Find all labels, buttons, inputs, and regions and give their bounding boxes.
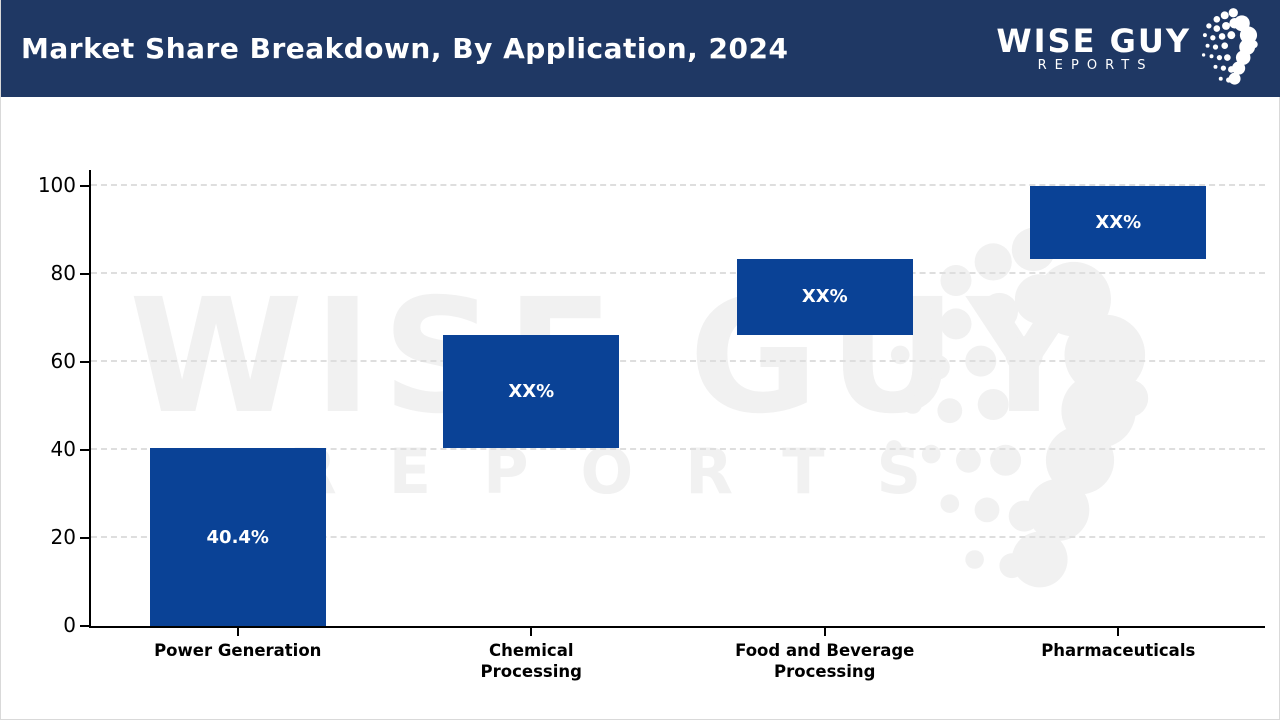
x-axis-label-line: Processing <box>774 662 876 681</box>
y-axis-tick-60 <box>80 360 89 363</box>
logo-face-icon <box>1201 7 1258 85</box>
bar-value-label-chemical-processing: XX% <box>508 380 555 402</box>
y-axis-label-80: 80 <box>50 260 76 285</box>
logo-text-wiseguy: WISE GUY <box>996 21 1191 60</box>
gridline-y20 <box>91 535 1265 538</box>
x-axis-label-line: Food and Beverage <box>735 641 915 660</box>
y-axis-label-60: 60 <box>50 348 76 373</box>
x-axis-tick-chemical-processing <box>530 628 533 636</box>
y-axis-tick-20 <box>80 536 89 539</box>
x-axis-label-pharmaceuticals: Pharmaceuticals <box>958 640 1278 661</box>
logo: WISE GUY REPORTS <box>996 6 1263 92</box>
page-title: Market Share Breakdown, By Application, … <box>21 32 789 65</box>
y-axis-label-0: 0 <box>63 613 76 637</box>
x-axis-tick-power-generation <box>236 628 239 636</box>
bar-value-label-pharmaceuticals: XX% <box>1095 211 1142 233</box>
gridline-y60 <box>91 359 1265 362</box>
bar-pharmaceuticals: XX% <box>1030 185 1207 259</box>
logo-wordmark: WISE GUY REPORTS <box>996 24 1191 74</box>
x-axis-label-line: Power Generation <box>154 641 322 660</box>
y-axis-label-20: 20 <box>50 524 76 549</box>
x-axis-tick-food-and-beverage-processing <box>823 628 826 636</box>
logo-text-reports: REPORTS <box>1037 57 1154 73</box>
gridline-y40 <box>91 447 1265 450</box>
gridline-y80 <box>91 271 1265 274</box>
bar-value-label-power-generation: 40.4% <box>206 526 269 548</box>
x-axis-tick-pharmaceuticals <box>1117 628 1120 636</box>
gridline-y100 <box>91 183 1265 186</box>
bar-power-generation: 40.4% <box>149 448 326 626</box>
x-axis-label-line: Chemical <box>489 641 574 660</box>
plot-area: 0 20 40 60 80 100 40.4% Power Generation XX% Chem… <box>38 170 1265 681</box>
y-axis-label-100: 100 <box>37 172 76 197</box>
x-axis-label-line: Processing <box>480 662 582 681</box>
y-axis-tick-100 <box>80 184 89 187</box>
y-axis-label-40: 40 <box>50 436 76 461</box>
x-axis-label-line: Pharmaceuticals <box>1041 641 1196 660</box>
y-axis-tick-0 <box>80 625 89 627</box>
x-axis-label-power-generation: Power Generation <box>78 640 398 661</box>
x-axis-label-chemical-processing: Chemical Processing <box>371 640 691 682</box>
header: Market Share Breakdown, By Application, … <box>1 0 1280 97</box>
chart-area: WISE GUY REPORTS 0 20 40 60 80 100 40.4% Power … <box>1 97 1280 720</box>
bar-food-and-beverage-processing: XX% <box>736 258 913 335</box>
y-axis-tick-40 <box>80 448 89 451</box>
bar-chemical-processing: XX% <box>443 334 620 449</box>
bar-value-label-food-and-beverage-processing: XX% <box>801 286 848 308</box>
y-axis-tick-80 <box>80 272 89 275</box>
x-axis-label-food-and-beverage-processing: Food and Beverage Processing <box>665 640 985 682</box>
